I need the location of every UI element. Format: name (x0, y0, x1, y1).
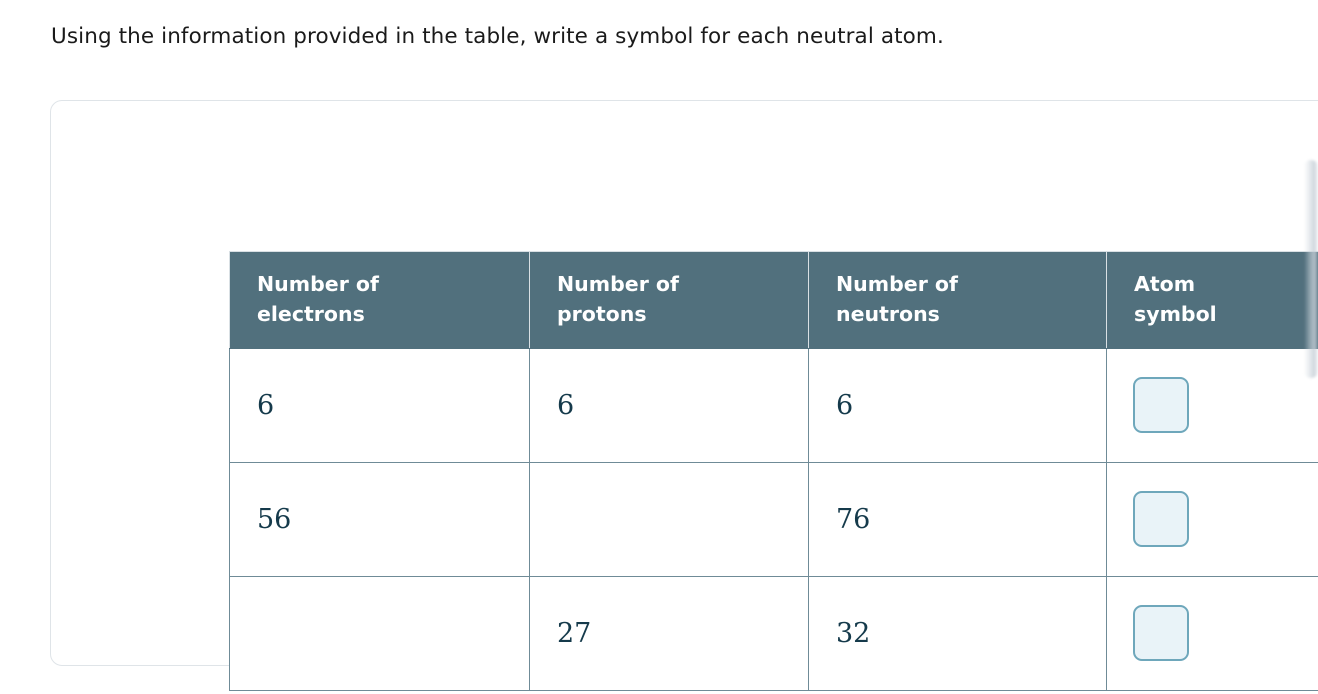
column-header-protons-line2: protons (557, 301, 647, 326)
atom-symbol-input-row2[interactable] (1133, 491, 1189, 548)
cell-electrons-row1: 6 (229, 347, 530, 463)
atom-data-table: Number of electrons Number of protons Nu… (229, 251, 1318, 691)
cell-electrons-row3 (229, 575, 530, 691)
table-header-row: Number of electrons Number of protons Nu… (229, 251, 1318, 349)
column-header-neutrons-line1: Number of (836, 272, 958, 296)
cell-atom-symbol-row1 (1106, 347, 1318, 463)
atom-table-wrapper: Number of electrons Number of protons Nu… (229, 251, 1318, 691)
column-header-protons-line1: Number of (557, 272, 679, 296)
column-header-electrons-line2: electrons (257, 301, 365, 326)
table-row: 27 32 (229, 575, 1318, 691)
cell-electrons-row2: 56 (229, 461, 530, 577)
column-header-protons: Number of protons (529, 251, 809, 349)
cell-atom-symbol-row3 (1106, 575, 1318, 691)
column-header-atom-symbol-line2: symbol (1134, 301, 1217, 326)
answer-card: Number of electrons Number of protons Nu… (50, 100, 1318, 691)
cell-atom-symbol-row2 (1106, 461, 1318, 577)
table-row: 6 6 6 (229, 347, 1318, 463)
atom-symbol-input-row1[interactable] (1133, 377, 1189, 434)
column-header-atom-symbol: Atom symbol (1106, 251, 1318, 349)
question-prompt: Using the information provided in the ta… (51, 24, 944, 49)
table-row: 56 76 (229, 461, 1318, 577)
column-header-electrons-line1: Number of (257, 272, 379, 296)
column-header-neutrons: Number of neutrons (808, 251, 1107, 349)
column-header-electrons: Number of electrons (229, 251, 530, 349)
table-header: Number of electrons Number of protons Nu… (229, 251, 1318, 349)
table-body: 6 6 6 56 76 27 (229, 347, 1318, 691)
cell-neutrons-row1: 6 (808, 347, 1107, 463)
cell-protons-row3: 27 (529, 575, 809, 691)
column-header-atom-symbol-line1: Atom (1134, 272, 1196, 296)
column-header-neutrons-line2: neutrons (836, 301, 940, 326)
cell-neutrons-row2: 76 (808, 461, 1107, 577)
atom-symbol-input-row3[interactable] (1133, 605, 1189, 662)
vertical-scrollbar-thumb[interactable] (1304, 160, 1318, 378)
cell-neutrons-row3: 32 (808, 575, 1107, 691)
cell-protons-row2 (529, 461, 809, 577)
cell-protons-row1: 6 (529, 347, 809, 463)
